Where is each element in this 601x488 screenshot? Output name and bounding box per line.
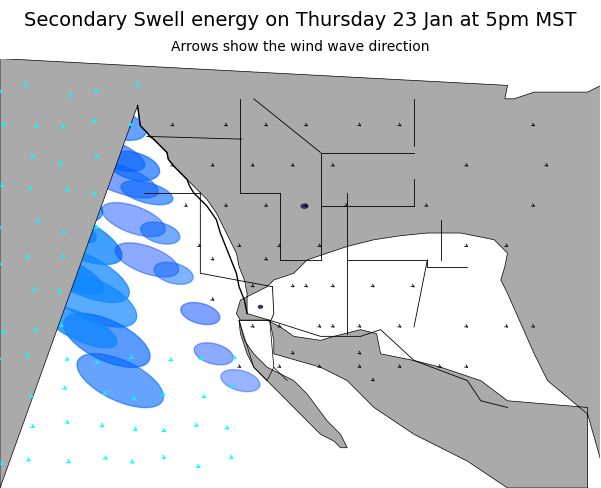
Ellipse shape <box>221 369 260 392</box>
Text: Arrows show the wind wave direction: Arrows show the wind wave direction <box>171 40 430 54</box>
Ellipse shape <box>0 129 83 176</box>
Ellipse shape <box>301 204 308 208</box>
Ellipse shape <box>69 134 145 171</box>
Ellipse shape <box>121 181 173 204</box>
Ellipse shape <box>108 151 160 181</box>
Ellipse shape <box>115 243 178 277</box>
Polygon shape <box>239 320 347 447</box>
Ellipse shape <box>11 202 122 264</box>
Ellipse shape <box>0 80 74 144</box>
Ellipse shape <box>181 303 220 325</box>
Ellipse shape <box>0 135 95 197</box>
Ellipse shape <box>154 262 193 285</box>
Polygon shape <box>0 59 601 488</box>
Ellipse shape <box>141 222 180 244</box>
Ellipse shape <box>11 196 96 243</box>
Ellipse shape <box>55 94 132 131</box>
Ellipse shape <box>30 252 103 294</box>
Ellipse shape <box>94 111 146 141</box>
Ellipse shape <box>4 163 103 222</box>
Ellipse shape <box>194 343 233 365</box>
Ellipse shape <box>82 161 158 198</box>
Ellipse shape <box>43 306 117 348</box>
Ellipse shape <box>64 313 150 367</box>
Ellipse shape <box>258 305 263 308</box>
Ellipse shape <box>77 354 163 407</box>
Ellipse shape <box>50 273 136 327</box>
Text: Secondary Swell energy on Thursday 23 Jan at 5pm MST: Secondary Swell energy on Thursday 23 Ja… <box>24 11 577 30</box>
Ellipse shape <box>31 244 129 303</box>
Ellipse shape <box>102 203 165 237</box>
